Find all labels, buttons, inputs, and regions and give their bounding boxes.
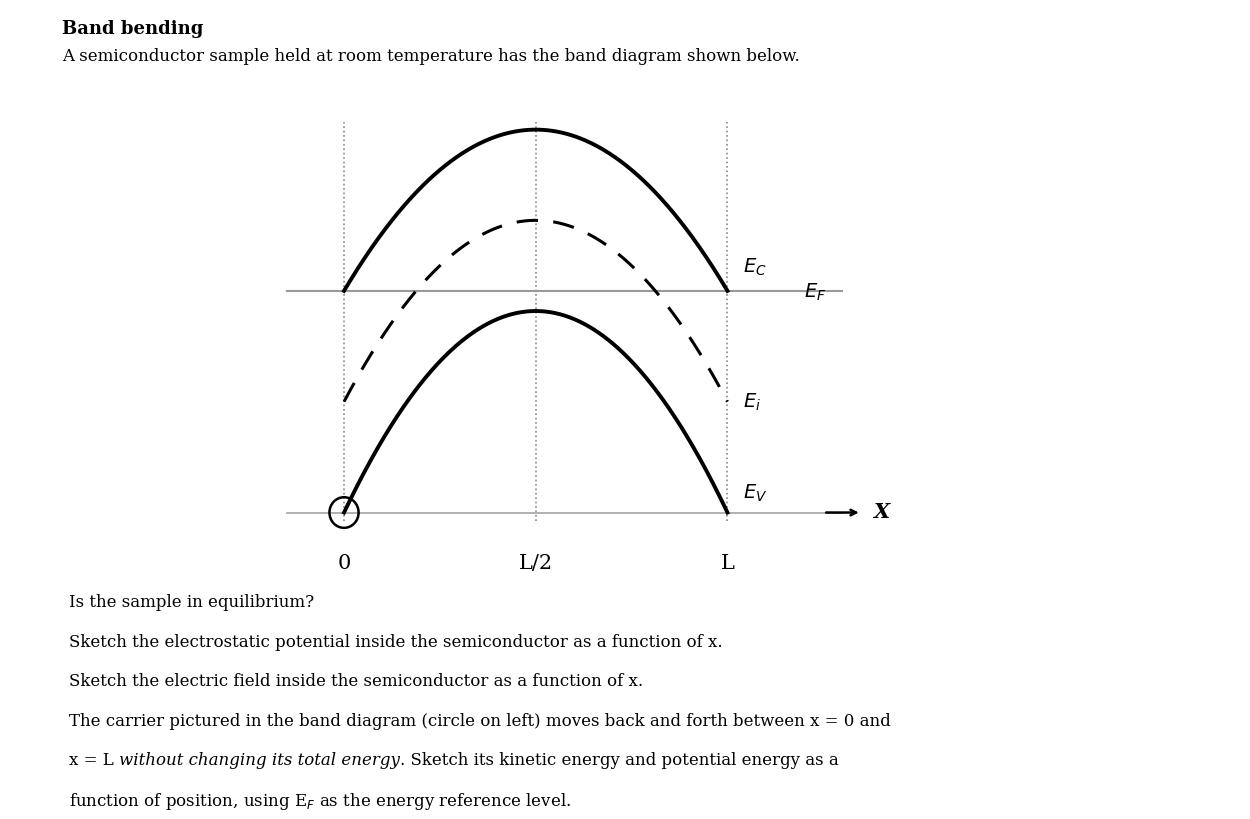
Text: Sketch the electrostatic potential inside the semiconductor as a function of x.: Sketch the electrostatic potential insid… [69,633,722,650]
Text: L: L [720,553,735,572]
Text: without changing its total energy: without changing its total energy [119,751,400,768]
Text: The carrier pictured in the band diagram (circle on left) moves back and forth b: The carrier pictured in the band diagram… [69,712,890,729]
Text: 0: 0 [338,553,351,572]
Text: A semiconductor sample held at room temperature has the band diagram shown below: A semiconductor sample held at room temp… [62,48,800,65]
Text: Sketch the electric field inside the semiconductor as a function of x.: Sketch the electric field inside the sem… [69,672,642,690]
Text: x = L: x = L [69,751,119,768]
Text: . Sketch its kinetic energy and potential energy as a: . Sketch its kinetic energy and potentia… [400,751,839,768]
Text: $E_C$: $E_C$ [742,256,766,278]
Text: $E_i$: $E_i$ [742,391,761,413]
Text: L/2: L/2 [519,553,552,572]
Text: X: X [874,501,890,521]
Text: Is the sample in equilibrium?: Is the sample in equilibrium? [69,594,314,611]
Text: Band bending: Band bending [62,20,204,38]
Text: function of position, using E$_F$ as the energy reference level.: function of position, using E$_F$ as the… [69,790,571,812]
Text: $E_F$: $E_F$ [804,281,826,302]
Text: $E_V$: $E_V$ [742,482,768,504]
